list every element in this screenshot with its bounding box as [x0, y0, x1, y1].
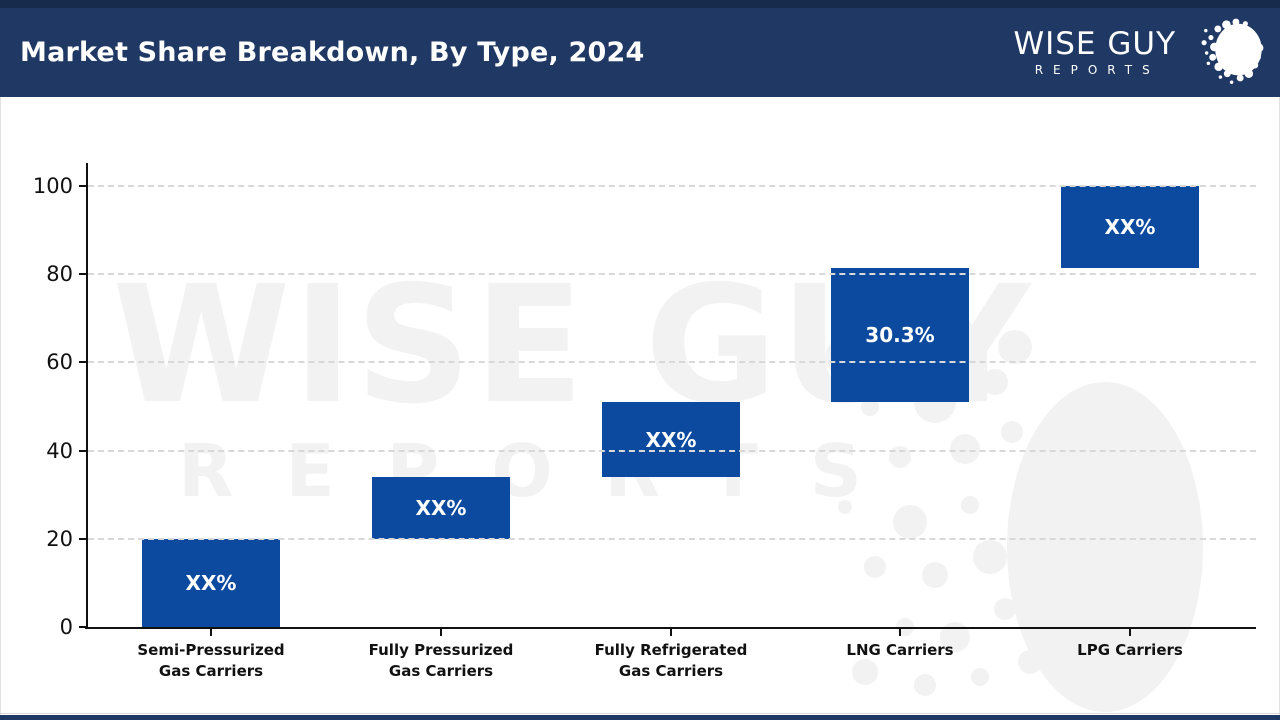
- bar-lng-carriers: 30.3%: [831, 268, 969, 403]
- x-tick-label-line: Gas Carriers: [618, 662, 724, 680]
- y-tick-label-100: 100: [32, 174, 73, 198]
- gridline-100: [88, 185, 1256, 187]
- y-tick-40: [79, 449, 86, 452]
- logo-wiseguy-text: WISE GUY: [1013, 26, 1176, 62]
- gridline-20: [88, 537, 1256, 540]
- x-tick-label-line: Fully Pressurized: [368, 641, 514, 659]
- bar-lpg-carriers: XX%: [1061, 186, 1199, 269]
- y-axis-line: [86, 163, 88, 629]
- y-tick-80: [79, 273, 86, 276]
- x-tick-label-4: LPG Carriers: [1010, 640, 1250, 661]
- x-tick-label-line: Gas Carriers: [158, 662, 264, 680]
- bar-value-label: 30.3%: [865, 323, 935, 348]
- bar-value-label: XX%: [185, 570, 237, 595]
- y-tick-60: [79, 361, 86, 364]
- x-tick-label-0: Semi-Pressurized Gas Carriers: [91, 640, 331, 682]
- x-tick-label-3: LNG Carriers: [780, 640, 1020, 661]
- y-tick-label-20: 20: [46, 526, 73, 551]
- x-tick-label-1: Fully Pressurized Gas Carriers: [321, 640, 561, 682]
- bar-semi-pressurized-gas-carriers: XX%: [142, 538, 280, 627]
- gridline-60: [88, 361, 1256, 364]
- x-tick-label-line: LPG Carriers: [1077, 641, 1183, 659]
- page-left-border: [0, 97, 1, 720]
- y-tick-20: [79, 537, 86, 540]
- x-axis-line: [85, 627, 1256, 629]
- x-tick-label-line: Gas Carriers: [388, 662, 494, 680]
- logo-text: WISE GUY REPORTS: [1013, 26, 1176, 77]
- bar-fully-refrigerated-gas-carriers: XX%: [602, 402, 740, 478]
- bar-value-label: XX%: [645, 427, 697, 452]
- x-tick-1: [440, 629, 442, 636]
- gridline-80: [88, 273, 1256, 276]
- gridline-40: [88, 449, 1256, 452]
- x-tick-2: [670, 629, 672, 636]
- x-tick-label-2: Fully Refrigerated Gas Carriers: [551, 640, 791, 682]
- logo-reports-text: REPORTS: [1034, 63, 1160, 77]
- x-tick-4: [1129, 629, 1131, 636]
- bar-value-label: XX%: [415, 495, 467, 520]
- bar-fully-pressurized-gas-carriers: XX%: [372, 477, 510, 539]
- page-title: Market Share Breakdown, By Type, 2024: [20, 37, 645, 68]
- y-tick-label-0: 0: [59, 615, 73, 639]
- y-tick-label-60: 60: [46, 350, 73, 375]
- y-tick-100: [79, 185, 86, 187]
- x-tick-label-line: Semi-Pressurized: [137, 641, 285, 659]
- x-tick-label-line: LNG Carriers: [846, 641, 954, 659]
- bar-value-label: XX%: [1104, 215, 1156, 240]
- x-tick-label-line: Fully Refrigerated: [594, 641, 748, 659]
- y-tick-label-40: 40: [46, 438, 73, 463]
- logo-head-icon: [1201, 18, 1264, 84]
- y-tick-label-80: 80: [46, 262, 73, 287]
- header-top-stripe: [0, 0, 1280, 8]
- header: Market Share Breakdown, By Type, 2024 WI…: [0, 0, 1280, 97]
- footer-hairline: [0, 713, 1280, 714]
- wise-guy-logo: WISE GUY REPORTS: [1013, 8, 1266, 97]
- x-tick-0: [210, 629, 212, 636]
- footer-bar: [0, 715, 1280, 720]
- y-tick-0: [79, 626, 86, 628]
- x-tick-3: [899, 629, 901, 636]
